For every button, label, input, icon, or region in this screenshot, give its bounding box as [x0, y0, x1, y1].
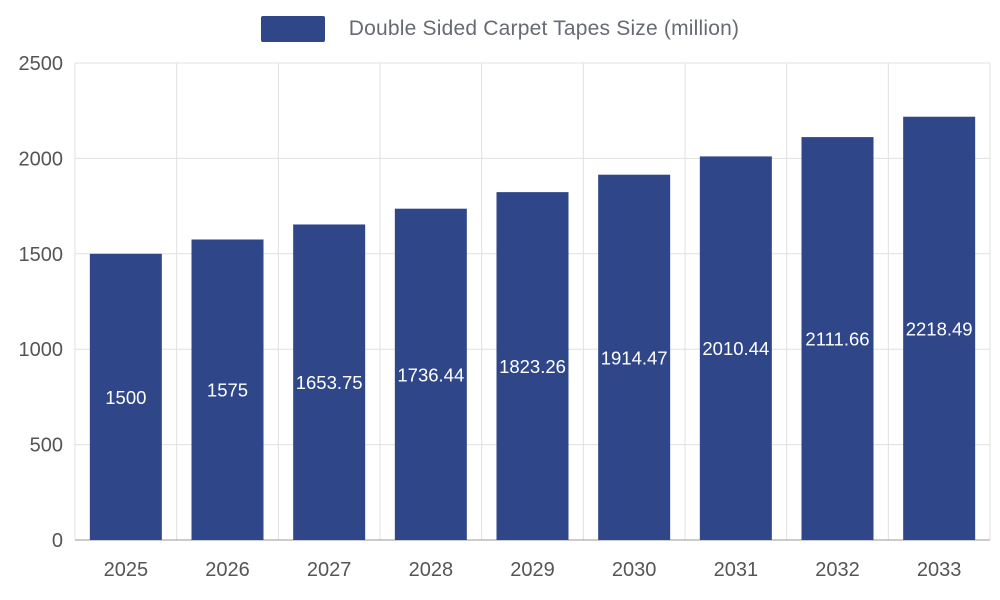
bar-value-label: 2218.49	[906, 318, 973, 339]
bar	[903, 116, 976, 541]
x-tick-label: 2031	[714, 559, 759, 581]
bar	[394, 208, 467, 540]
bar-value-label: 1500	[105, 387, 146, 408]
y-tick-label: 1000	[19, 339, 64, 361]
bar-value-label: 2010.44	[702, 338, 769, 359]
legend-label: Double Sided Carpet Tapes Size (million)	[348, 17, 740, 40]
x-tick-label: 2025	[104, 559, 149, 581]
x-tick-label: 2027	[307, 559, 352, 581]
bar-value-label: 1575	[207, 380, 248, 401]
bar	[801, 137, 874, 540]
bar-value-label: 1914.47	[601, 347, 668, 368]
chart-legend[interactable]: Double Sided Carpet Tapes Size (million)	[0, 16, 1000, 42]
y-tick-label: 2000	[19, 148, 64, 170]
bar-value-label: 1736.44	[397, 364, 464, 385]
bar	[496, 192, 569, 540]
bar	[699, 156, 772, 540]
x-tick-label: 2029	[510, 559, 555, 581]
x-tick-label: 2028	[409, 559, 454, 581]
x-tick-label: 2030	[612, 559, 657, 581]
bar-value-label: 1823.26	[499, 356, 566, 377]
bar-value-label: 2111.66	[805, 329, 869, 350]
y-tick-label: 0	[52, 530, 63, 552]
y-tick-label: 2500	[19, 53, 64, 75]
legend-swatch	[260, 16, 325, 42]
bar	[89, 253, 162, 541]
y-tick-label: 500	[30, 435, 63, 457]
bar	[293, 224, 366, 541]
bar	[598, 174, 671, 541]
x-tick-label: 2032	[815, 559, 860, 581]
bar	[191, 239, 264, 541]
y-tick-label: 1500	[19, 244, 64, 266]
x-tick-label: 2033	[917, 559, 962, 581]
bar-value-label: 1653.75	[296, 372, 363, 393]
x-tick-label: 2026	[205, 559, 250, 581]
